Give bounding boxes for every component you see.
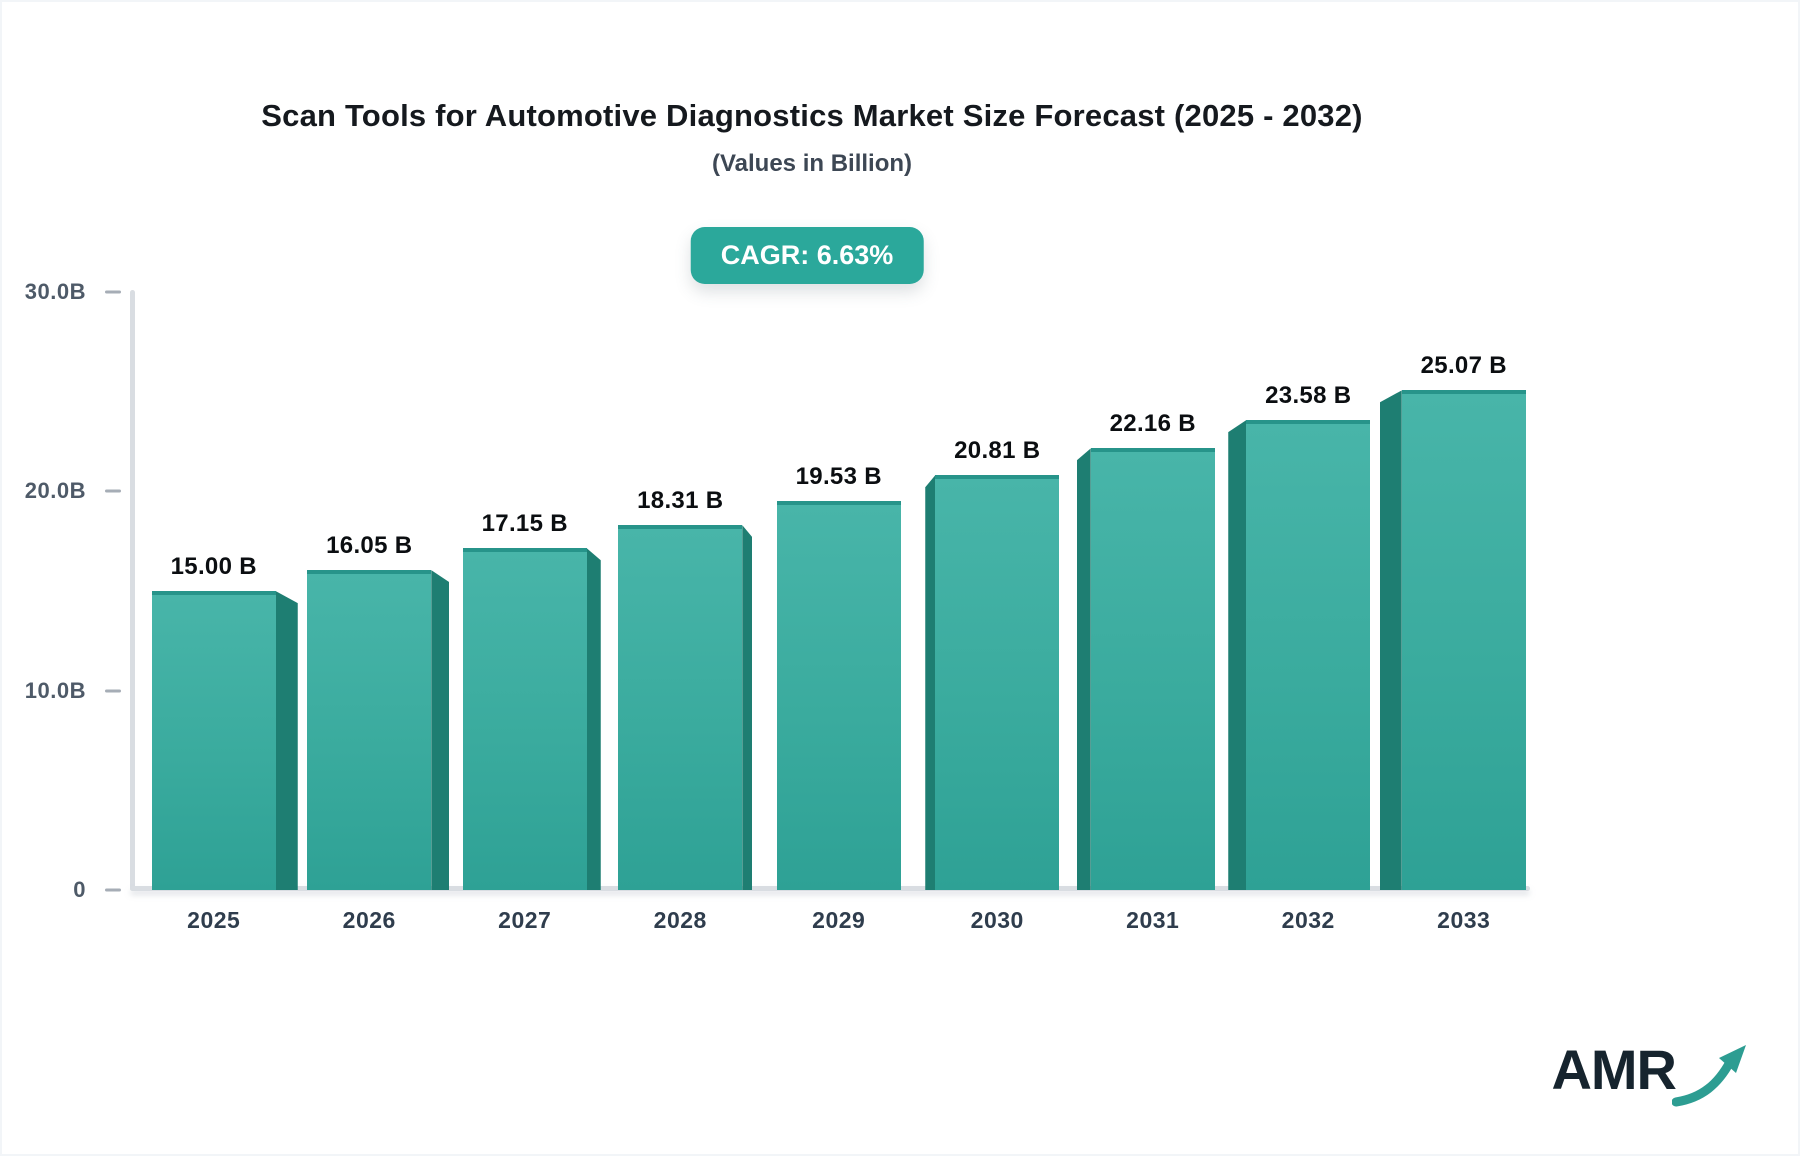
bar-value-label: 20.81 B <box>954 437 1041 465</box>
amr-logo-text: AMR <box>1551 1037 1677 1101</box>
cagr-badge: CAGR: 6.63% <box>690 227 924 284</box>
y-tick-mark <box>105 689 121 693</box>
y-tick-label: 10.0B <box>24 677 86 703</box>
y-tick-label: 20.0B <box>24 478 86 504</box>
y-tick-label: 30.0B <box>24 279 86 305</box>
bar-front-face <box>935 475 1060 890</box>
x-tick-label: 2029 <box>812 907 866 933</box>
bar-group-2030: 20.81 B 2030 <box>916 257 1070 933</box>
bar-side-face <box>742 525 753 890</box>
chart-subtitle: (Values in Billion) <box>711 150 913 177</box>
bar-side-face <box>1076 448 1091 890</box>
bar-front-face <box>462 548 587 890</box>
bar-2027 <box>462 548 601 890</box>
bar-2033 <box>1379 390 1526 890</box>
bar-group-2027: 17.15 B 2027 <box>455 257 609 933</box>
x-tick-label: 2025 <box>187 907 241 933</box>
bar-side-face <box>275 591 298 890</box>
bar-2028 <box>618 525 753 890</box>
bar-value-label: 17.15 B <box>481 510 568 538</box>
bar-group-2032: 23.58 B 2032 <box>1223 257 1377 933</box>
bar-group-2029: 19.53 B 2029 <box>762 257 916 933</box>
bar-2030 <box>925 475 1060 890</box>
amr-logo: AMR <box>1551 1030 1746 1108</box>
bar-front-face <box>618 525 743 890</box>
bar-value-label: 15.00 B <box>170 553 257 581</box>
bar-value-label: 19.53 B <box>795 462 882 490</box>
bar-side-face <box>1379 390 1402 890</box>
bar-value-label: 22.16 B <box>1109 410 1196 438</box>
bar-2026 <box>307 570 450 890</box>
y-tick-mark <box>105 290 121 294</box>
bar-group-2031: 22.16 B 2031 <box>1069 257 1223 933</box>
x-tick-label: 2026 <box>342 907 396 933</box>
bar-front-face <box>307 570 432 890</box>
bar-2032 <box>1228 420 1371 890</box>
bar-value-label: 16.05 B <box>326 532 413 560</box>
bar-side-face <box>431 570 450 890</box>
bar-group-2026: 16.05 B 2026 <box>302 257 456 933</box>
y-axis-line <box>130 290 135 891</box>
bar-side-face <box>925 475 936 890</box>
chart-title: Scan Tools for Automotive Diagnostics Ma… <box>261 98 1363 133</box>
bar-value-label: 25.07 B <box>1420 352 1507 380</box>
x-tick-label: 2033 <box>1437 907 1491 933</box>
bar-group-2033: 25.07 B 2033 <box>1376 257 1530 933</box>
bar-front-face <box>1090 448 1215 890</box>
x-tick-label: 2028 <box>653 907 707 933</box>
bar-2031 <box>1076 448 1215 890</box>
bar-2029 <box>776 500 901 890</box>
bar-front-face <box>776 500 901 890</box>
x-tick-label: 2031 <box>1126 907 1180 933</box>
y-tick-label: 0 <box>73 877 86 902</box>
bar-front-face <box>151 591 276 890</box>
bar-front-face <box>1246 420 1371 890</box>
bar-2025 <box>151 591 298 890</box>
bar-group-2028: 18.31 B 2028 <box>609 257 763 933</box>
bar-side-face <box>586 548 601 890</box>
y-tick-mark <box>105 489 121 493</box>
bar-front-face <box>1401 390 1526 890</box>
bar-plot-area: 15.00 B 2025 16.05 B 2026 17.15 B 2027 18.31 B… <box>148 257 1530 933</box>
x-tick-label: 2030 <box>970 907 1024 933</box>
bar-value-label: 23.58 B <box>1265 382 1352 410</box>
x-tick-label: 2027 <box>498 907 552 933</box>
x-tick-label: 2032 <box>1281 907 1335 933</box>
y-tick-mark <box>105 888 121 892</box>
bar-side-face <box>1228 420 1247 890</box>
growth-arrow-icon <box>1672 1045 1746 1107</box>
bar-group-2025: 15.00 B 2025 <box>148 257 302 933</box>
bar-value-label: 18.31 B <box>637 487 724 515</box>
